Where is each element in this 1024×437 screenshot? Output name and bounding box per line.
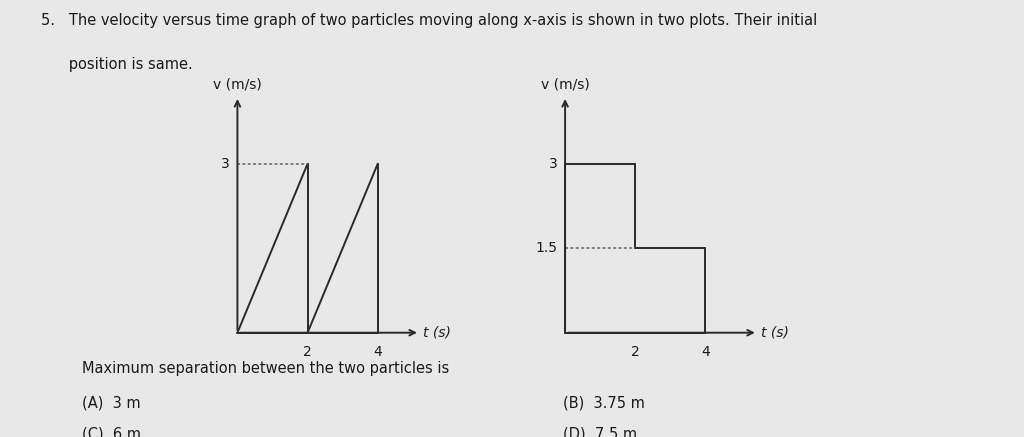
Text: 4: 4 [374, 345, 382, 359]
Text: 5.   The velocity versus time graph of two particles moving along x-axis is show: 5. The velocity versus time graph of two… [41, 13, 817, 28]
Text: 3: 3 [221, 157, 229, 171]
Text: (A)  3 m: (A) 3 m [82, 395, 140, 410]
Text: 2: 2 [631, 345, 640, 359]
Text: 2: 2 [303, 345, 312, 359]
Text: t (s): t (s) [761, 326, 788, 340]
Text: v (m/s): v (m/s) [213, 78, 262, 92]
Text: (D)  7.5 m: (D) 7.5 m [563, 426, 637, 437]
Text: 3: 3 [549, 157, 557, 171]
Text: (C)  6 m: (C) 6 m [82, 426, 141, 437]
Text: Maximum separation between the two particles is: Maximum separation between the two parti… [82, 361, 450, 375]
Text: position is same.: position is same. [41, 57, 193, 72]
Text: (B)  3.75 m: (B) 3.75 m [563, 395, 645, 410]
Text: 1.5: 1.5 [536, 241, 557, 255]
Text: t (s): t (s) [423, 326, 451, 340]
Text: 4: 4 [700, 345, 710, 359]
Text: v (m/s): v (m/s) [541, 78, 590, 92]
